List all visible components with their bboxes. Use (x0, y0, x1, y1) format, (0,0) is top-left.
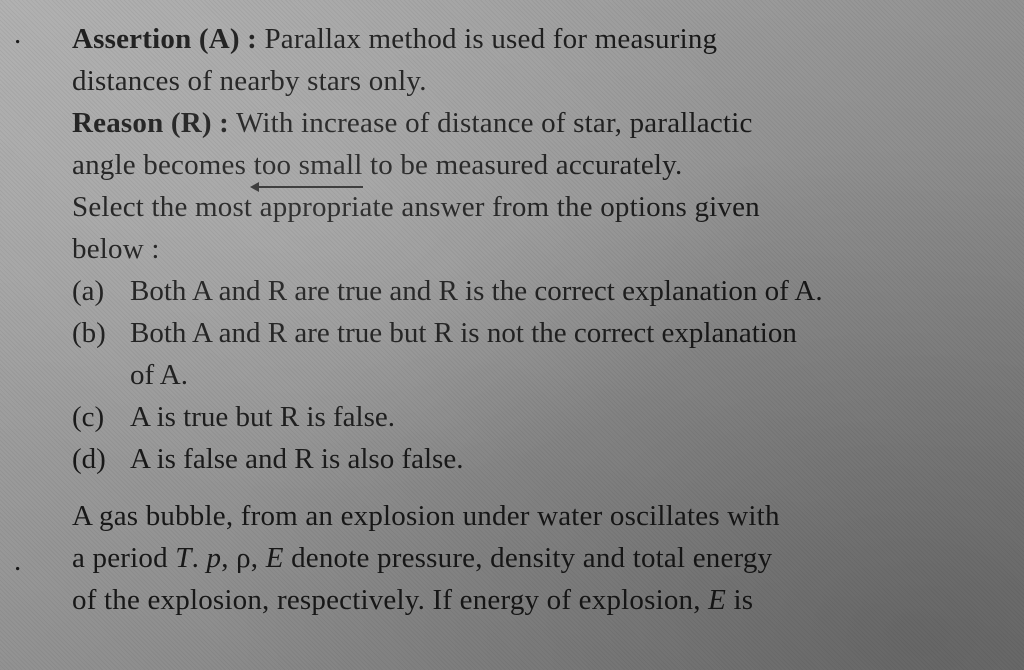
var-p: p (207, 542, 222, 574)
option-b-text-1: Both A and R are true but R is not the c… (130, 312, 994, 354)
q2-l3-a: of the explosion, respectively. If energ… (72, 584, 708, 616)
question-bullet-2: . (14, 545, 21, 578)
q2-l2-a: a period (72, 542, 175, 574)
assertion-label: Assertion (A) : (72, 23, 257, 55)
underlined-phrase: too small (254, 144, 363, 186)
option-b-text-2: of A. (30, 354, 994, 396)
q2-line-1: A gas bubble, from an explosion under wa… (30, 495, 994, 537)
option-a-text: Both A and R are true and R is the corre… (130, 270, 994, 312)
var-E2: E (708, 584, 726, 616)
q2-line-2: a period T. p, ρ, E denote pressure, den… (30, 537, 994, 579)
option-d: (d) A is false and R is also false. (30, 438, 994, 480)
q2-l2-b: . (192, 542, 207, 574)
option-c-label: (c) (72, 396, 130, 438)
select-line-2: below : (30, 228, 994, 270)
assertion-text-1: Parallax method is used for measuring (257, 23, 717, 55)
reason-text-1: With increase of distance of star, paral… (229, 107, 752, 139)
option-d-text: A is false and R is also false. (130, 438, 994, 480)
spacer (30, 481, 994, 495)
reason-label: Reason (R) : (72, 107, 229, 139)
q2-line-3: of the explosion, respectively. If energ… (30, 579, 994, 621)
assertion-line-1: Assertion (A) : Parallax method is used … (30, 18, 994, 60)
option-d-label: (d) (72, 438, 130, 480)
option-a-label: (a) (72, 270, 130, 312)
option-c-text: A is true but R is false. (130, 396, 994, 438)
option-b-label: (b) (72, 312, 130, 354)
reason-line-1: Reason (R) : With increase of distance o… (30, 102, 994, 144)
page-scan: . Assertion (A) : Parallax method is use… (0, 0, 1024, 621)
option-c: (c) A is true but R is false. (30, 396, 994, 438)
question-bullet-1: . (14, 18, 21, 51)
option-a: (a) Both A and R are true and R is the c… (30, 270, 994, 312)
var-E: E (266, 542, 284, 574)
underlined-text: too small (254, 149, 363, 181)
var-T: T (175, 542, 191, 574)
select-line-1: Select the most appropriate answer from … (30, 186, 994, 228)
reason-text-2b: to be measured accurately. (363, 149, 683, 181)
underline-icon (254, 186, 363, 188)
option-b: (b) Both A and R are true but R is not t… (30, 312, 994, 354)
arrow-left-icon (250, 182, 259, 192)
assertion-line-2: distances of nearby stars only. (30, 60, 994, 102)
q2-l3-b: is (726, 584, 753, 616)
reason-line-2: angle becomes too small to be measured a… (30, 144, 994, 186)
q2-l2-d: denote pressure, density and total energ… (284, 542, 773, 574)
reason-text-2a: angle becomes (72, 149, 254, 181)
q2-l2-c: , ρ, (221, 542, 265, 574)
